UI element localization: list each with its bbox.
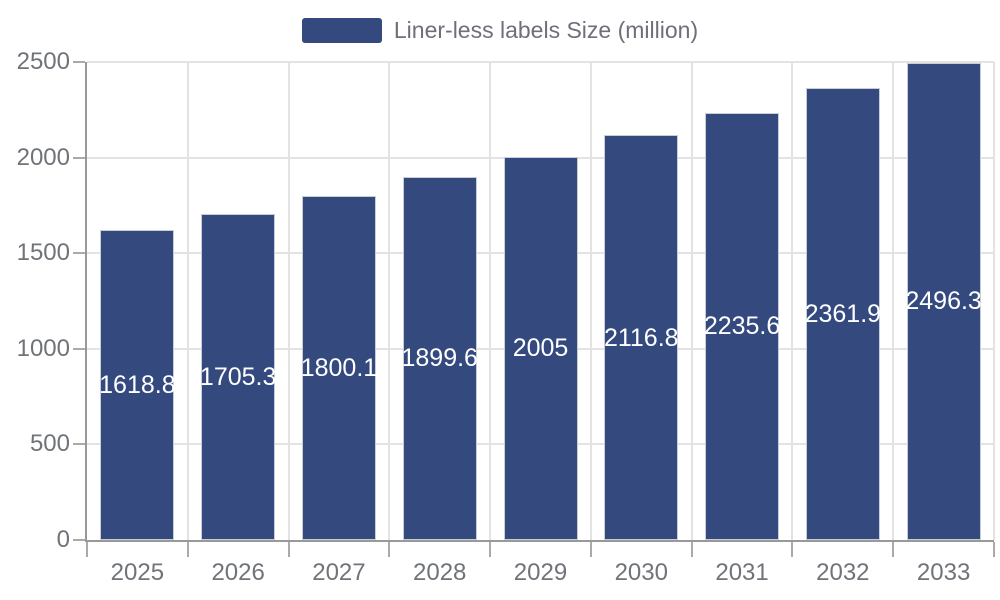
- x-axis-tick: [287, 542, 290, 557]
- x-axis-tick: [892, 542, 895, 557]
- y-axis-tick: [73, 252, 85, 255]
- x-axis-tick: [489, 542, 492, 557]
- y-axis-tick: [73, 443, 85, 446]
- gridline-vertical: [287, 62, 290, 540]
- x-tick-label: 2030: [614, 559, 668, 586]
- bar: [503, 156, 578, 540]
- x-tick-label: 2027: [312, 559, 366, 586]
- gridline-vertical: [186, 62, 189, 540]
- gridline-vertical: [993, 62, 995, 540]
- bar: [301, 195, 376, 540]
- y-axis-line: [85, 62, 87, 542]
- bar: [201, 213, 276, 540]
- legend-swatch-icon: [301, 17, 382, 43]
- bar-value-label: 2235.6: [703, 312, 781, 341]
- bar: [705, 112, 780, 540]
- x-axis-tick: [186, 542, 189, 557]
- y-axis-tick: [73, 347, 85, 350]
- x-axis-tick: [690, 542, 693, 557]
- gridline-vertical: [690, 62, 693, 540]
- y-tick-label: 2000: [16, 143, 70, 171]
- x-tick-label: 2026: [211, 559, 265, 586]
- x-axis-tick: [589, 542, 592, 557]
- legend-item[interactable]: Liner-less labels Size (million): [301, 16, 699, 44]
- y-axis-tick: [73, 61, 85, 63]
- x-tick-label: 2031: [715, 559, 769, 586]
- x-axis-tick: [388, 542, 391, 557]
- x-tick-label: 2033: [916, 559, 971, 586]
- bar-value-label: 1618.8: [99, 371, 176, 400]
- y-axis-tick: [73, 539, 85, 541]
- y-tick-label: 1500: [16, 239, 70, 267]
- x-tick-label: 2032: [816, 559, 870, 586]
- bar: [604, 135, 679, 540]
- x-tick-label: 2025: [110, 559, 165, 586]
- legend: Liner-less labels Size (million): [0, 16, 1000, 44]
- y-tick-label: 0: [56, 526, 70, 553]
- gridline-vertical: [791, 62, 794, 540]
- gridline-vertical: [892, 62, 895, 540]
- y-tick-label: 1000: [16, 334, 70, 362]
- gridline-vertical: [589, 62, 592, 540]
- y-tick-label: 2500: [16, 48, 70, 75]
- bar-value-label: 2005: [512, 334, 569, 363]
- x-axis-tick: [86, 542, 88, 557]
- y-tick-label: 500: [29, 430, 70, 458]
- legend-label: Liner-less labels Size (million): [393, 17, 699, 43]
- bar: [906, 62, 981, 540]
- gridline-vertical: [388, 62, 391, 540]
- gridline-horizontal: [87, 61, 994, 63]
- bar-value-label: 2116.8: [603, 323, 679, 352]
- bar-value-label: 1705.3: [199, 362, 277, 391]
- gridline-vertical: [489, 62, 492, 540]
- x-axis-tick: [791, 542, 794, 557]
- x-tick-label: 2029: [513, 559, 568, 586]
- bar-value-label: 2496.3: [905, 287, 982, 316]
- bar: [805, 88, 880, 540]
- bar-value-label: 1800.1: [300, 353, 378, 382]
- bar: [100, 230, 175, 540]
- bar-value-label: 1899.6: [401, 344, 478, 373]
- x-tick-label: 2028: [413, 559, 467, 586]
- y-axis-tick: [73, 156, 85, 159]
- bar-value-label: 2361.9: [804, 300, 882, 329]
- x-axis-line: [85, 540, 994, 542]
- bar: [402, 176, 477, 540]
- x-axis-tick: [993, 542, 995, 557]
